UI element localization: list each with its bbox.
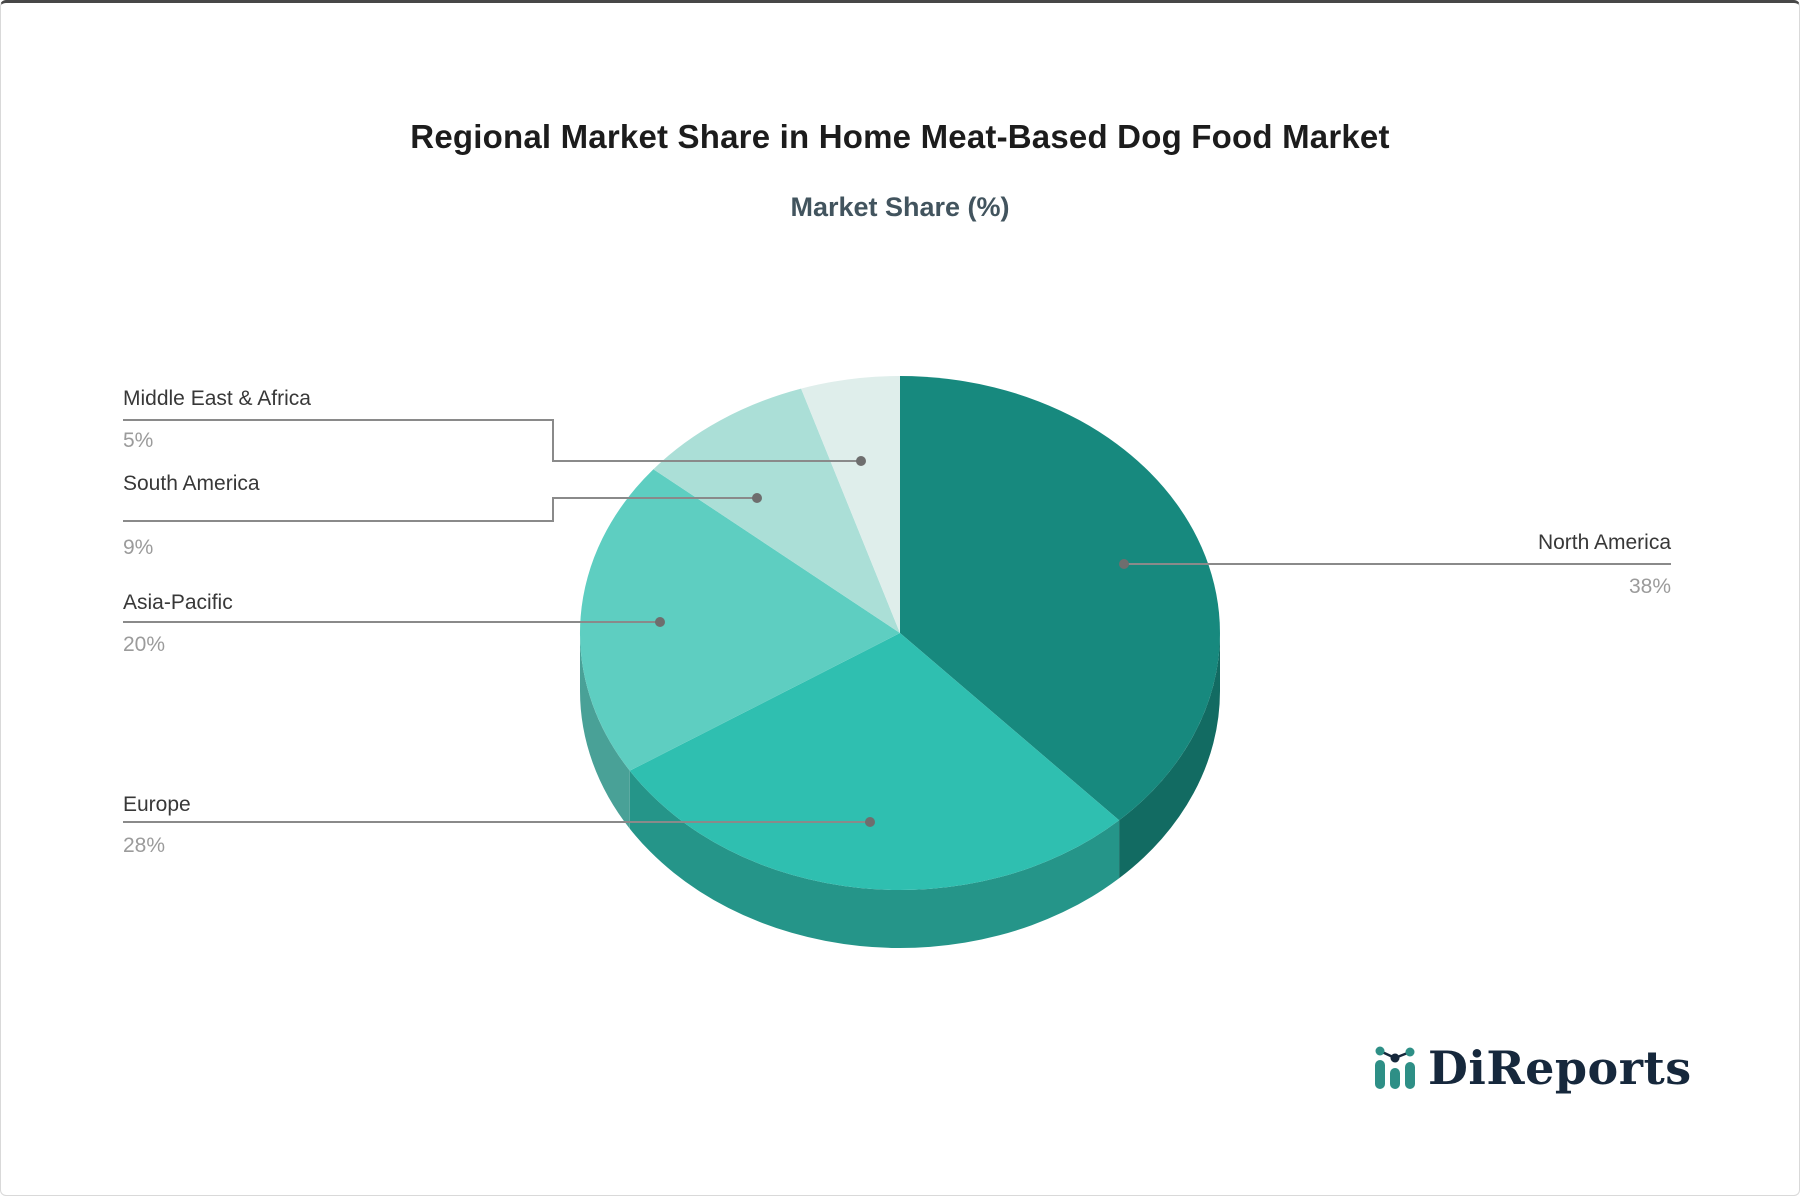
bar-chart-logo-icon (1375, 1046, 1415, 1089)
slice-value-south-america: 9% (123, 536, 153, 560)
slice-value-north-america: 38% (1629, 575, 1671, 599)
slice-name-text: Asia-Pacific (123, 591, 233, 614)
connector-dot-south-america (752, 493, 762, 503)
slice-name-europe: Europe (123, 793, 191, 817)
logo-text: DiReports (1428, 1041, 1692, 1095)
pie-slice-side-asia-pacific (580, 633, 630, 829)
slice-name-text: South America (123, 472, 260, 495)
chart-title: Regional Market Share in Home Meat-Based… (410, 118, 1390, 155)
slice-name-text: Middle East & Africa (123, 387, 311, 410)
slice-value-asia-pacific: 20% (123, 633, 165, 657)
connector-dot-asia-pacific (655, 617, 665, 627)
pie-slice-south-america (653, 388, 900, 633)
slice-value-text: 20% (123, 633, 166, 656)
connector-middle-east-africa (123, 419, 861, 462)
pie-slice-asia-pacific (579, 469, 900, 771)
pie-slice-north-america (900, 376, 1220, 821)
pie-slice-europe (629, 633, 1120, 890)
direports-logo: DiReports (1374, 1032, 1704, 1104)
slice-name-south-america: South America (123, 472, 260, 496)
slice-name-middle-east-africa: Middle East & Africa (123, 387, 311, 411)
slice-name-text: North America (1537, 531, 1671, 554)
connector-dot-middle-east-africa (856, 456, 866, 466)
pie-slice-side-north-america (1119, 633, 1220, 879)
chart-subtitle: Market Share (%) (790, 192, 1010, 222)
connector-dot-north-america (1119, 559, 1129, 569)
pie-slice-side-europe (629, 770, 1120, 948)
slice-value-text: 5% (123, 429, 154, 452)
slice-value-europe: 28% (123, 834, 165, 858)
slice-value-text: 28% (123, 834, 166, 857)
slice-value-text: 9% (123, 536, 154, 559)
slice-value-text: 38% (1628, 575, 1671, 598)
pie-slice-middle-east-africa (801, 376, 900, 633)
slice-name-text: Europe (123, 793, 191, 816)
slice-name-asia-pacific: Asia-Pacific (123, 591, 233, 615)
slice-name-north-america: North America (1538, 531, 1671, 555)
connector-dot-europe (865, 817, 875, 827)
slice-value-middle-east-africa: 5% (123, 429, 153, 453)
connector-south-america (123, 497, 757, 522)
